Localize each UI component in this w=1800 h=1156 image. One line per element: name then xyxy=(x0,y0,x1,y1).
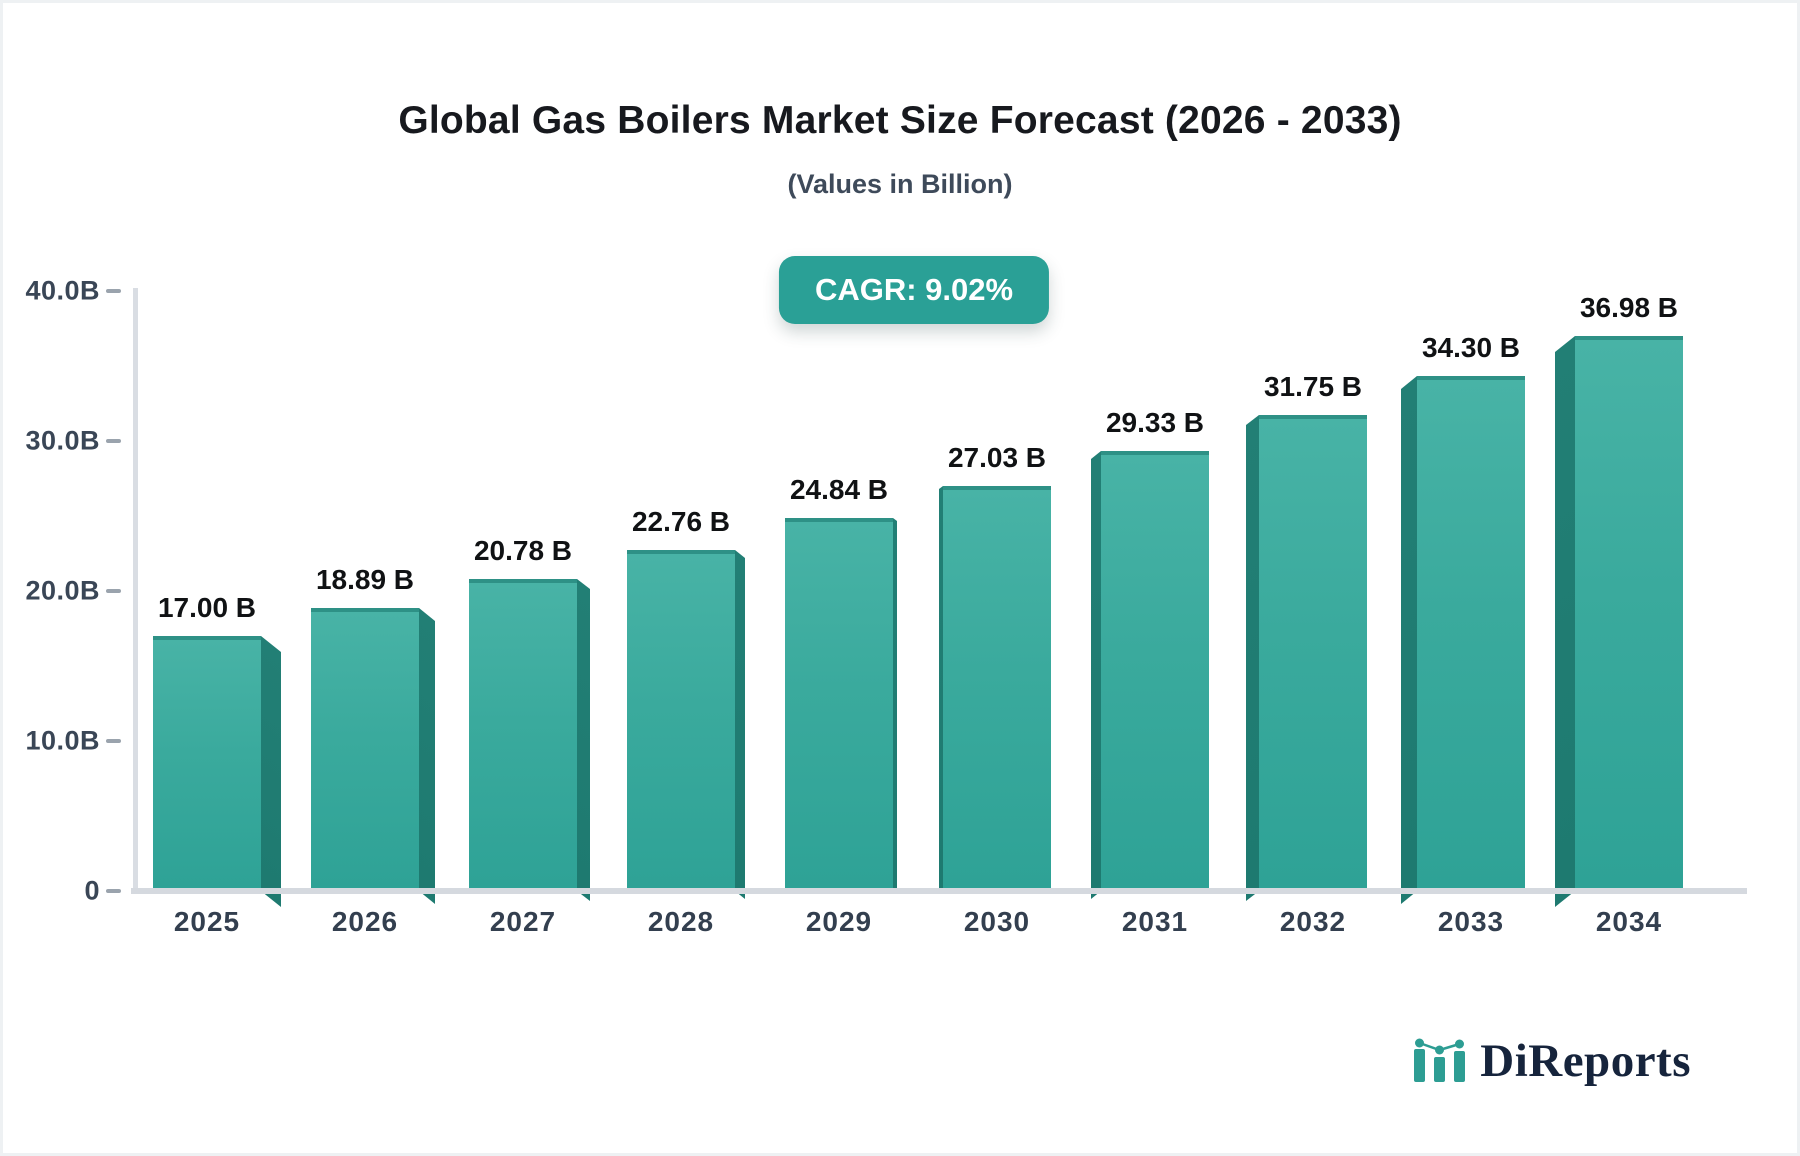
plot-area: 0 10.0B 20.0B 30.0B 40.0B 17.00 B 2025 18.89 B 2… xyxy=(3,3,1797,1153)
bar-2029 xyxy=(785,518,893,891)
x-axis-label-2031: 2031 xyxy=(1121,906,1189,937)
page-subtitle: (Values in Billion) xyxy=(787,169,1013,199)
x-axis-label-2025: 2025 xyxy=(173,906,241,937)
bar-2031 xyxy=(1101,451,1209,891)
y-axis-line xyxy=(133,288,138,893)
bar-value-label: 18.89 B xyxy=(315,564,415,595)
bar-3d-side xyxy=(1246,415,1259,901)
y-axis-tick-mark xyxy=(106,439,121,443)
x-axis-label-2033: 2033 xyxy=(1437,906,1505,937)
bar-2026 xyxy=(311,608,419,891)
brand-logo: DiReports xyxy=(1409,1035,1691,1085)
bar-value-label: 34.30 B xyxy=(1421,332,1521,363)
y-axis-tick-mark xyxy=(106,289,121,293)
bar-3d-side xyxy=(261,636,281,907)
x-axis-baseline xyxy=(131,888,1747,894)
y-axis-tick-label: 0 xyxy=(84,875,100,906)
bar-2025 xyxy=(153,636,261,891)
x-axis-label-2026: 2026 xyxy=(331,906,399,937)
y-axis-tick-mark xyxy=(106,589,121,593)
y-axis-tick-mark xyxy=(106,889,121,893)
bar-2030 xyxy=(943,486,1051,891)
bar-value-label: 22.76 B xyxy=(631,506,731,537)
page-title: Global Gas Boilers Market Size Forecast … xyxy=(398,99,1402,142)
x-axis-label-2034: 2034 xyxy=(1595,906,1663,937)
bar-2034 xyxy=(1575,336,1683,891)
bar-value-label: 36.98 B xyxy=(1579,292,1679,323)
bar-2032 xyxy=(1259,415,1367,891)
bar-value-label: 27.03 B xyxy=(947,442,1047,473)
bar-3d-side xyxy=(735,550,745,899)
bar-value-label: 29.33 B xyxy=(1105,407,1205,438)
cagr-badge: CAGR: 9.02% xyxy=(778,256,1050,324)
bar-value-label: 31.75 B xyxy=(1263,371,1363,402)
x-axis-label-2028: 2028 xyxy=(647,906,715,937)
bar-value-label: 24.84 B xyxy=(789,474,889,505)
y-axis-tick-label: 10.0B xyxy=(25,725,100,756)
bar-value-label: 17.00 B xyxy=(157,592,257,623)
bar-2027 xyxy=(469,579,577,891)
x-axis-label-2030: 2030 xyxy=(963,906,1031,937)
bar-3d-side xyxy=(893,518,897,894)
y-axis-tick-label: 20.0B xyxy=(25,575,100,606)
bar-3d-side xyxy=(1401,376,1417,904)
bar-2028 xyxy=(627,550,735,891)
y-axis-tick-mark xyxy=(106,739,121,743)
x-axis-label-2032: 2032 xyxy=(1279,906,1347,937)
bar-value-label: 20.78 B xyxy=(473,535,573,566)
bar-3d-side xyxy=(1555,336,1575,907)
bar-2033 xyxy=(1417,376,1525,891)
bar-3d-side xyxy=(419,608,435,904)
x-axis-label-2027: 2027 xyxy=(489,906,557,937)
x-axis-label-2029: 2029 xyxy=(805,906,873,937)
bar-3d-side xyxy=(577,579,590,901)
y-axis-tick-label: 40.0B xyxy=(25,275,100,306)
mini-bar-line-chart-icon xyxy=(1409,1035,1471,1085)
bar-3d-side xyxy=(1091,451,1101,899)
y-axis-tick-label: 30.0B xyxy=(25,425,100,456)
brand-logo-text: DiReports xyxy=(1480,1035,1691,1087)
